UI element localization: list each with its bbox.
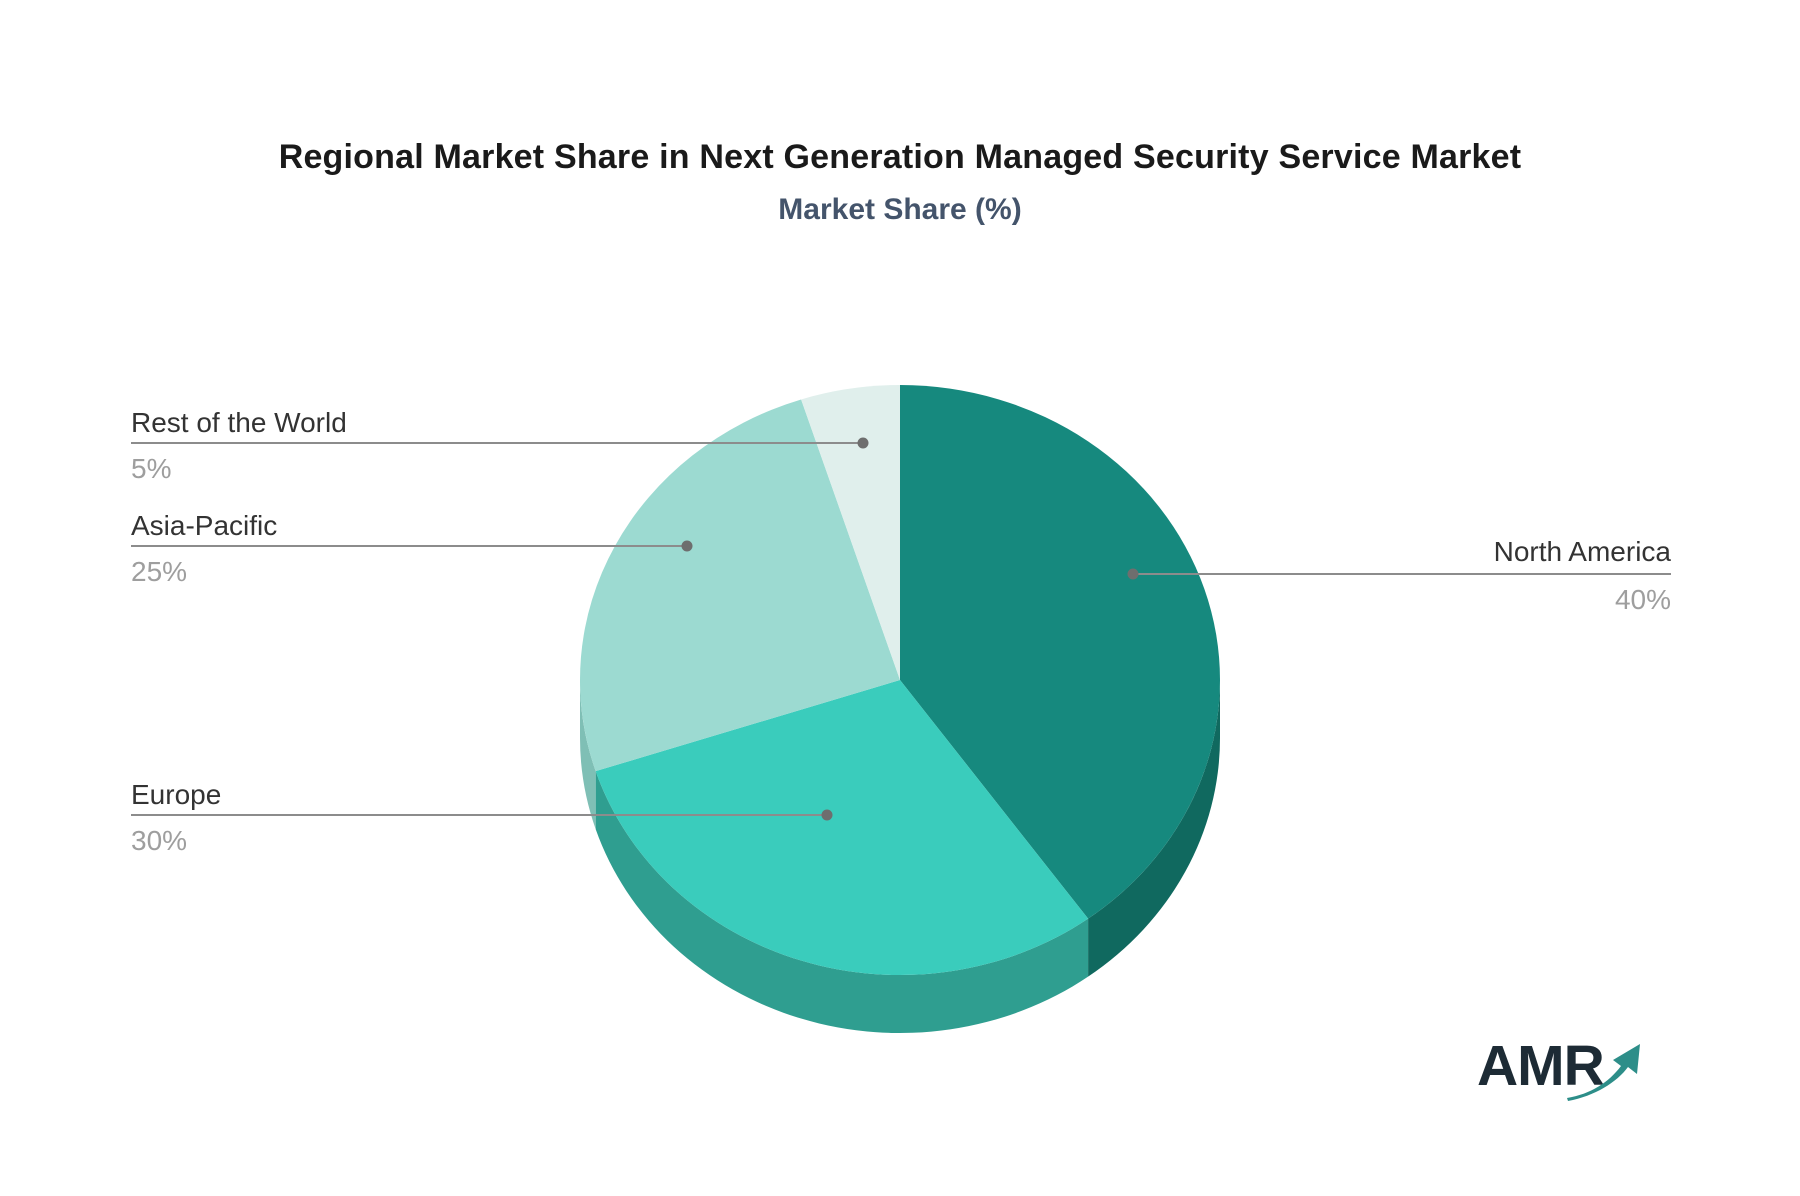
pie-slice-asia-pacific	[579, 399, 900, 772]
pie-slice-north-america	[900, 385, 1220, 919]
leader-dot-asia-pacific	[681, 540, 693, 552]
amr-logo-arrow-icon	[1567, 1044, 1640, 1101]
pie-slice-side-asia-pacific	[580, 680, 596, 830]
slice-value-north-america: 40%	[1614, 584, 1671, 615]
leader-dot-rest-of-the-world	[857, 437, 869, 449]
pie-slice-europe	[595, 680, 1089, 976]
leader-dot-north-america	[1127, 568, 1139, 580]
slice-value-europe: 30%	[131, 825, 188, 856]
slice-label-rest-of-world: Rest of the World	[131, 407, 347, 438]
pie-slice-rest-of-the-world	[801, 385, 900, 680]
chart-subtitle: Market Share (%)	[778, 193, 1022, 226]
amr-logo: AMR	[1477, 1036, 1697, 1126]
slice-value-rest-of-world: 5%	[131, 453, 172, 484]
slice-value-asia-pacific: 25%	[131, 556, 188, 587]
amr-logo-text: AMR	[1477, 1034, 1605, 1098]
slice-label-europe: Europe	[131, 779, 222, 810]
chart-title: Regional Market Share in Next Generation…	[278, 138, 1522, 176]
slice-label-asia-pacific: Asia-Pacific	[131, 510, 278, 541]
slice-label-north-america: North America	[1493, 536, 1671, 567]
pie-slice-side-europe	[595, 771, 1089, 1034]
pie-slice-side-north-america	[1088, 680, 1220, 977]
leader-dot-europe	[821, 809, 833, 821]
